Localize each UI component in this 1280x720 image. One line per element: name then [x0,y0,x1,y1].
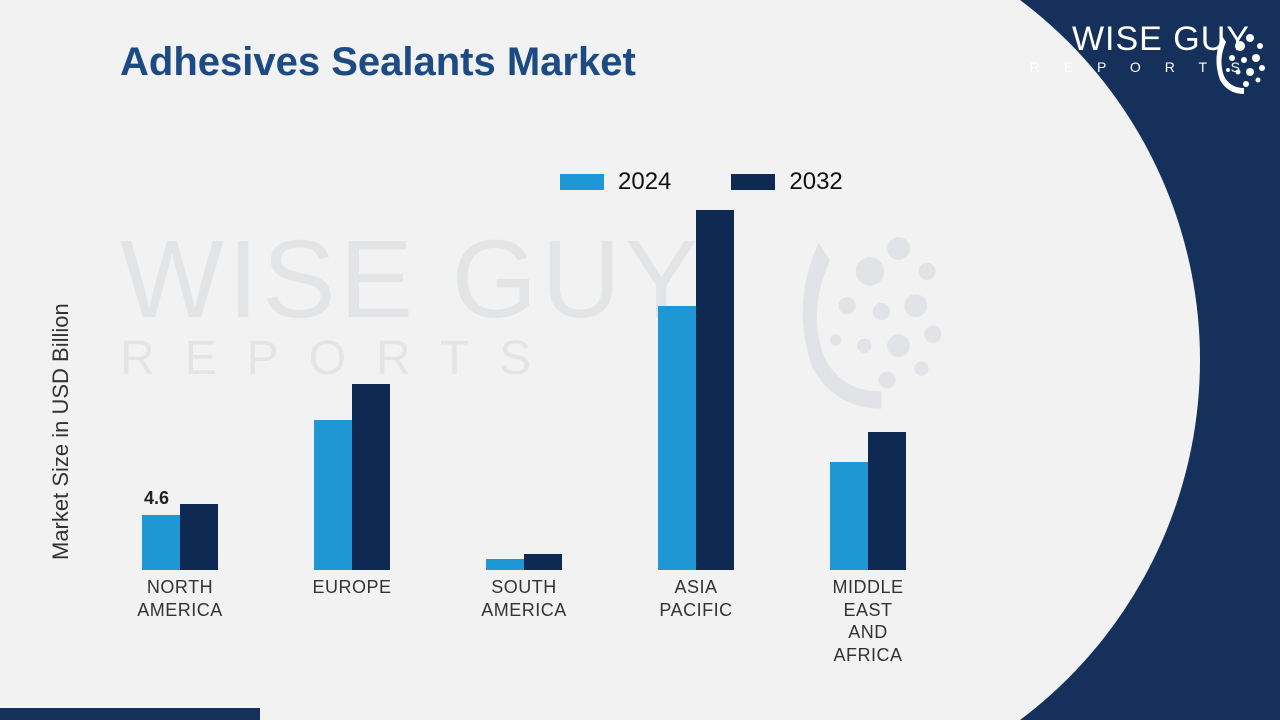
bar-chart: 4.6 [100,210,960,570]
bar-sa-2024 [486,559,524,570]
x-label-na: NORTHAMERICA [120,576,240,621]
bottom-accent-bar [0,708,260,720]
bar-eu-2032 [352,384,390,570]
bar-mea-2024 [830,462,868,570]
legend-swatch-2024 [560,174,604,190]
brand-head-icon [1210,28,1270,98]
bar-ap-2032 [696,210,734,570]
bars-mea [808,210,928,570]
plot-area: 4.6 [100,210,960,570]
x-label-mea: MIDDLEEASTANDAFRICA [808,576,928,666]
bars-na: 4.6 [120,210,240,570]
legend-swatch-2032 [731,174,775,190]
x-label-eu: EUROPE [292,576,412,599]
bars-eu [292,210,412,570]
legend-label-2032: 2032 [789,168,842,196]
bar-value-label-na: 4.6 [142,488,180,509]
bars-ap [636,210,756,570]
x-label-sa: SOUTHAMERICA [464,576,584,621]
legend: 2024 2032 [560,168,843,196]
bars-sa [464,210,584,570]
bar-na-2024 [142,515,180,570]
bar-sa-2032 [524,554,562,570]
bar-na-2032 [180,504,218,570]
x-label-ap: ASIAPACIFIC [636,576,756,621]
chart-title: Adhesives Sealants Market [120,40,636,85]
y-axis-label: Market Size in USD Billion [48,303,74,560]
legend-item-2032: 2032 [731,168,842,196]
bar-eu-2024 [314,420,352,570]
legend-label-2024: 2024 [618,168,671,196]
bar-mea-2032 [868,432,906,570]
bar-ap-2024 [658,306,696,570]
legend-item-2024: 2024 [560,168,671,196]
